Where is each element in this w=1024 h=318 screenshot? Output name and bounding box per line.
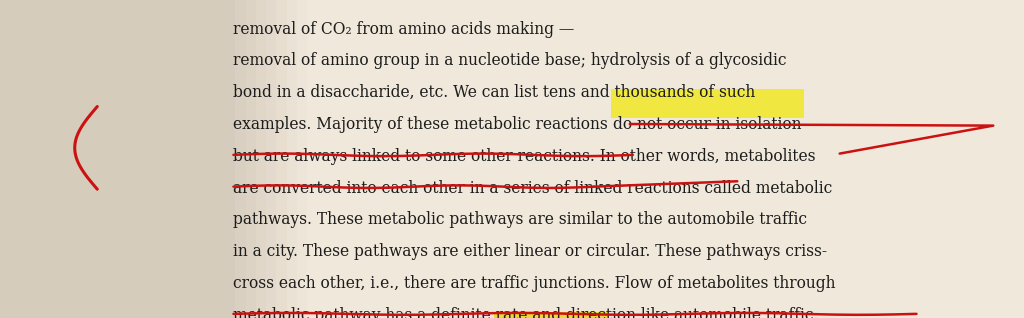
Text: cross each other, i.e., there are traffic junctions. Flow of metabolites through: cross each other, i.e., there are traffi…	[233, 275, 836, 292]
Text: pathways. These metabolic pathways are similar to the automobile traffic: pathways. These metabolic pathways are s…	[233, 211, 808, 228]
Text: examples. Majority of these metabolic reactions: examples. Majority of these metabolic re…	[233, 116, 613, 133]
Text: but are always linked to some other reactions. In other words, metabolites: but are always linked to some other reac…	[233, 148, 816, 165]
Text: are converted into each other in a series of linked reactions called metabolic: are converted into each other in a serie…	[233, 180, 833, 197]
FancyBboxPatch shape	[611, 89, 804, 118]
Text: metabolic pathway has a definite rate and direction like automobile traffic.: metabolic pathway has a definite rate an…	[233, 307, 819, 318]
Text: bond in a disaccharide, etc. We can list tens and thousands of such: bond in a disaccharide, etc. We can list…	[233, 84, 756, 101]
Text: removal of CO₂ from amino acids making —: removal of CO₂ from amino acids making —	[233, 21, 574, 38]
Text: removal of amino group in a nucleotide base; hydrolysis of a glycosidic: removal of amino group in a nucleotide b…	[233, 52, 787, 69]
Text: do not occur in isolation: do not occur in isolation	[613, 116, 802, 133]
FancyBboxPatch shape	[495, 312, 607, 318]
Text: in a city. These pathways are either linear or circular. These pathways criss-: in a city. These pathways are either lin…	[233, 243, 827, 260]
